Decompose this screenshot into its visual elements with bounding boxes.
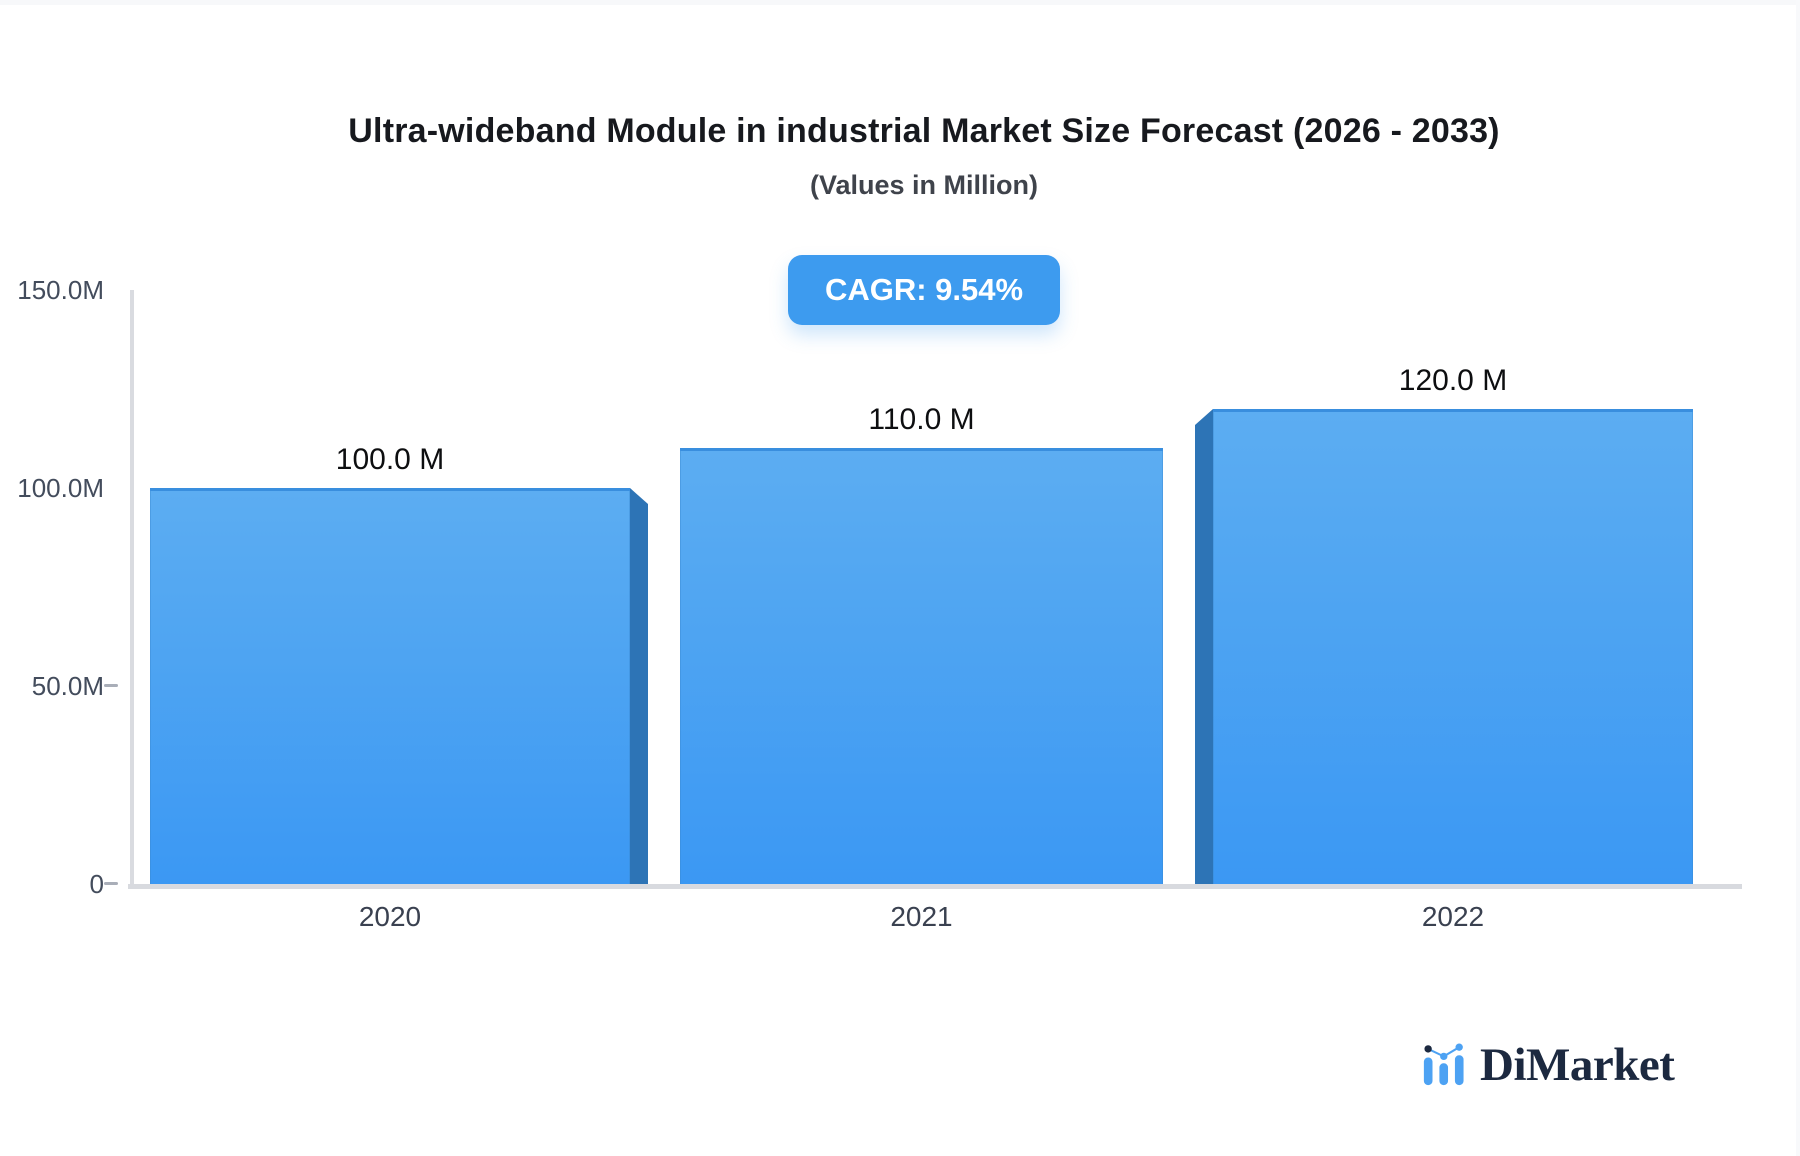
page-title: Ultra-wideband Module in industrial Mark… (348, 112, 1500, 150)
bar-value-label: 110.0 M (868, 403, 975, 436)
y-tick-label: 100.0M (17, 473, 104, 503)
bar (680, 448, 1163, 884)
y-tick-label: 0 (89, 869, 104, 899)
bar-side-face (630, 488, 648, 884)
x-axis-label: 2021 (890, 901, 953, 932)
y-tick-label: 50.0M (31, 671, 104, 701)
x-axis-line (128, 884, 1742, 889)
y-tick-dash (104, 882, 118, 885)
y-axis-line (130, 290, 134, 884)
right-edge-strip (1796, 0, 1800, 1156)
x-axis-label: 2020 (358, 901, 422, 932)
logo-text: DiMarket (1480, 1039, 1675, 1091)
bar (1213, 409, 1693, 884)
y-tick-dash (104, 684, 118, 687)
top-edge-strip (0, 0, 1800, 5)
logo-bars-icon (1423, 1043, 1464, 1086)
bar-value-label: 120.0 M (1398, 364, 1508, 397)
cagr-badge: CAGR: 9.54% (788, 255, 1060, 325)
x-axis-label: 2022 (1421, 901, 1485, 932)
y-tick-label: 150.0M (17, 275, 104, 305)
bar-value-label: 100.0 M (335, 443, 445, 476)
bar-side-face (1195, 409, 1213, 884)
dimarket-logo: DiMarket (1421, 1036, 1675, 1094)
page-subtitle: (Values in Million) (809, 170, 1039, 200)
bar (150, 488, 630, 884)
